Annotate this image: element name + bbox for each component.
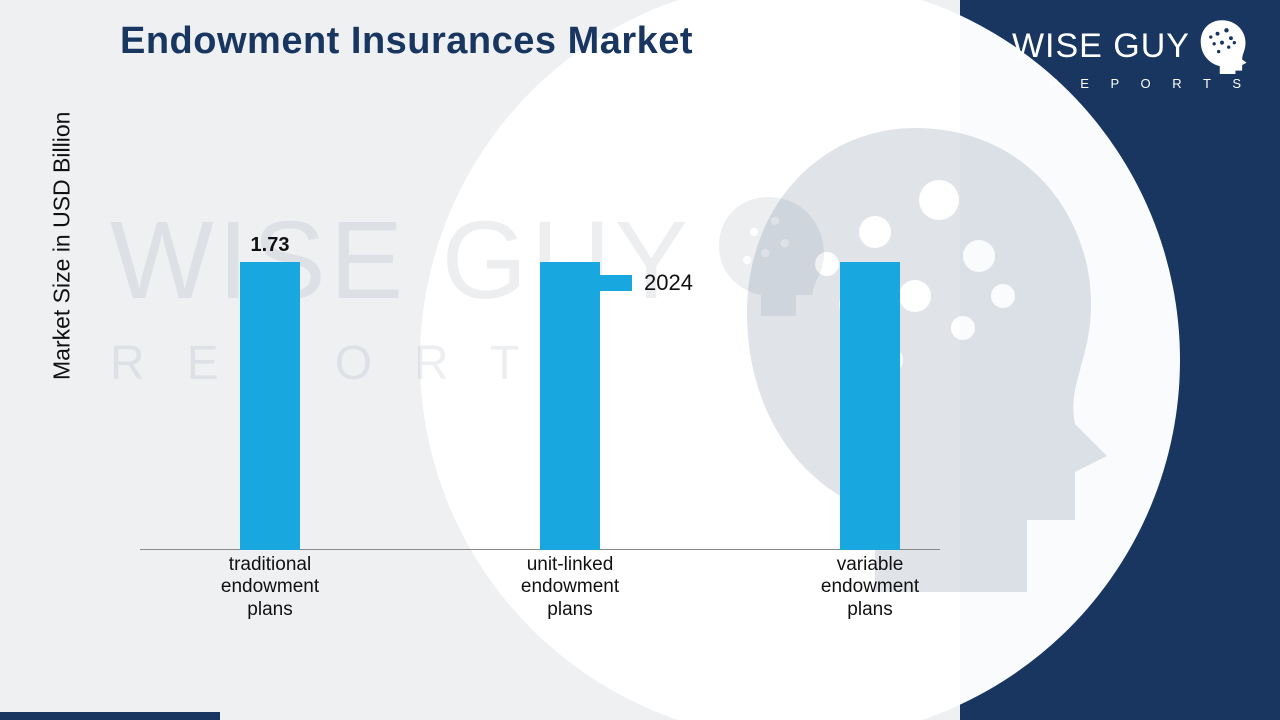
x-axis-tick-label: variableendowmentplans [790,554,950,622]
brand-logo: WISE GUY R E P O R T S [1012,18,1250,91]
bar [840,262,900,550]
chart-title: Endowment Insurances Market [120,20,693,63]
bar: 1.73 [240,262,300,550]
x-axis-tick-label: traditionalendowmentplans [190,554,350,622]
brand-head-icon [1194,18,1250,74]
bottom-accent-bar [0,712,220,720]
brand-subtitle: R E P O R T S [1012,76,1250,91]
legend: 2024 [600,270,693,296]
x-axis-tick-label: unit-linkedendowmentplans [490,554,650,622]
brand-name: WISE GUY [1012,27,1190,66]
y-axis-label: Market Size in USD Billion [49,112,76,380]
legend-label: 2024 [644,270,693,296]
bar-value-label: 1.73 [240,234,300,257]
stage: WISE GUY REPORTS Endowment Insurances Ma… [0,0,1280,720]
legend-swatch [600,275,632,291]
bar [540,262,600,550]
plot-area: 1.73traditionalendowmentplansunit-linked… [140,150,940,550]
bar-chart: 1.73traditionalendowmentplansunit-linked… [110,150,940,620]
